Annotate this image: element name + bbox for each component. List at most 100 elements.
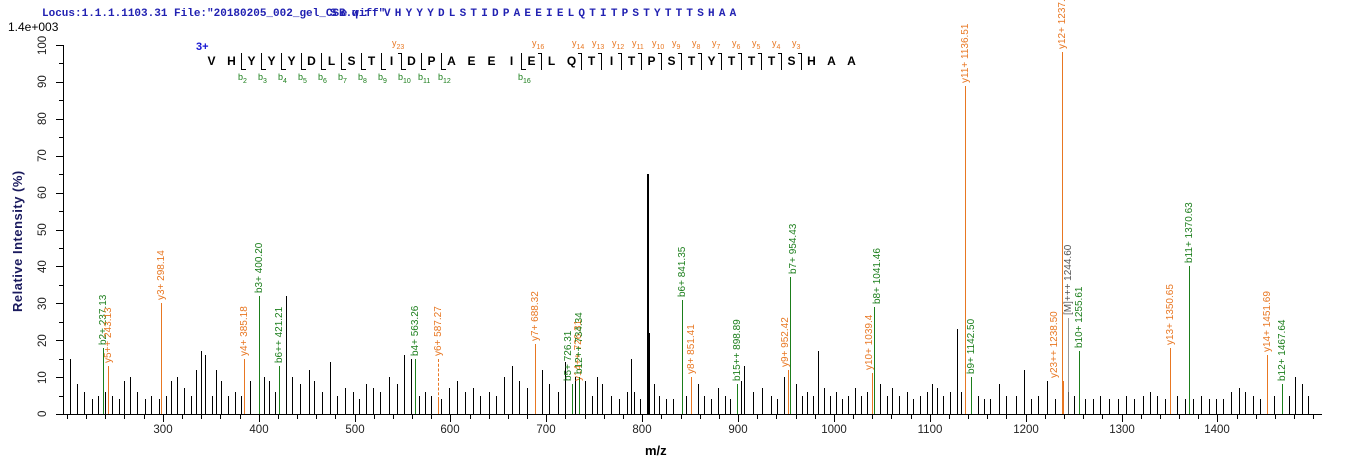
peak-line (1223, 399, 1224, 414)
annotated-peak-line (965, 86, 966, 414)
y-axis-tick-label: 80 (37, 112, 49, 125)
peak-annotation-label: b7+ 954.43 (788, 223, 799, 274)
x-axis-tick (604, 415, 605, 419)
fragment-site-tick (598, 53, 606, 70)
peak-line (818, 351, 819, 414)
y-axis-tick (56, 230, 63, 231)
residue-letter: T (727, 54, 736, 68)
x-axis-tick-label: 700 (536, 424, 556, 436)
peak-line (753, 392, 754, 414)
annotated-peak-line (872, 373, 873, 414)
peak-line (221, 381, 222, 414)
peak-line (887, 396, 888, 414)
peak-line (698, 384, 699, 414)
y-ion-ruler-label: y14 (572, 38, 585, 51)
residue-letter: E (527, 54, 536, 68)
x-axis-tick (738, 415, 739, 422)
peak-line (565, 362, 566, 414)
residue-letter: Y (707, 54, 716, 68)
x-axis-tick (1045, 415, 1046, 419)
fragment-site-tick (578, 53, 586, 70)
x-axis-tick (220, 415, 221, 419)
peak-annotation-label: b4+ 563.26 (410, 305, 421, 356)
peak-annotation-label: y23++ 1238.50 (1049, 311, 1060, 378)
peak-line (151, 396, 152, 414)
peak-line (286, 296, 287, 414)
y-axis-tick (59, 211, 63, 212)
y-ion-ruler-label: y6 (732, 38, 741, 51)
x-axis-tick (470, 415, 471, 419)
peak-line (984, 399, 985, 414)
x-axis-tick (1141, 415, 1142, 419)
y-ion-ruler-label: y13 (592, 38, 605, 51)
x-axis-tick (1275, 415, 1276, 419)
residue-letter: D (307, 54, 316, 68)
y-ion-ruler-label: y8 (692, 38, 701, 51)
annotated-peak-line (1267, 355, 1268, 414)
y-axis-tick (56, 303, 63, 304)
peak-line (159, 399, 160, 414)
residue-boundary: b12 (438, 40, 451, 88)
x-axis-tick (431, 415, 432, 419)
peak-line (848, 396, 849, 414)
peak-line (389, 377, 390, 414)
peak-annotation-label: b9+ 1142.50 (966, 318, 977, 374)
peak-line (98, 396, 99, 414)
peak-line (686, 396, 687, 414)
y-axis-tick (59, 100, 63, 101)
annotated-peak-line (161, 303, 162, 414)
peak-line (796, 384, 797, 414)
peak-annotation-label: y12+ 1237.5 (1057, 0, 1068, 49)
x-axis-tick-label: 500 (345, 424, 365, 436)
peak-line (744, 366, 745, 414)
residue-boundary: b9 (378, 40, 387, 88)
peak-line (1302, 384, 1303, 414)
peak-annotation-label: y6+ 587.27 (433, 306, 444, 356)
peak-line (216, 370, 217, 414)
residue-letter: E (487, 54, 496, 68)
x-axis-tick (968, 415, 969, 419)
x-axis-tick (316, 415, 317, 419)
residue-letter: T (627, 54, 636, 68)
peak-line (855, 388, 856, 414)
residue-boundary: y7 (712, 38, 725, 88)
x-axis-tick (86, 415, 87, 419)
peak-line (380, 392, 381, 414)
y-axis-tick (59, 322, 63, 323)
peak-annotation-label: [M]+++ 1244.60 (1063, 244, 1074, 315)
x-axis-tick (1294, 415, 1295, 419)
x-axis-tick (67, 415, 68, 419)
peak-line (1055, 399, 1056, 414)
y-axis-tick (56, 45, 63, 46)
x-axis-tick (527, 415, 528, 419)
x-axis-tick (335, 415, 336, 419)
peak-line (654, 384, 655, 414)
y-axis-tick (59, 137, 63, 138)
peak-annotation-label: b6++ 421.21 (274, 306, 285, 363)
peak-line (711, 399, 712, 414)
peak-line (1150, 392, 1151, 414)
residue-letter: A (827, 54, 836, 68)
peak-line (1231, 392, 1232, 414)
peak-line (892, 388, 893, 414)
annotated-peak-line (244, 359, 245, 414)
peak-line (228, 396, 229, 414)
sequence-label: Seq: VHYYYDLSTIDPAEEIELQTITPSTYTTTSHAA (330, 8, 741, 20)
fragment-site-tick (738, 53, 746, 70)
peak-line (704, 396, 705, 414)
y-axis-tick-label: 30 (37, 297, 49, 310)
peak-line (480, 396, 481, 414)
peak-line (425, 392, 426, 414)
peak-line (649, 333, 650, 414)
residue-boundary: y12 (612, 38, 625, 88)
peak-line (92, 399, 93, 414)
peak-line (907, 392, 908, 414)
residue-boundary: y5 (752, 38, 765, 88)
peak-line (602, 384, 603, 414)
peak-line (1143, 396, 1144, 414)
b-ion-ruler-label: b5 (298, 72, 307, 85)
y-axis-tick-label: 10 (37, 371, 49, 384)
x-axis-tick (1006, 415, 1007, 419)
peak-line (824, 388, 825, 414)
